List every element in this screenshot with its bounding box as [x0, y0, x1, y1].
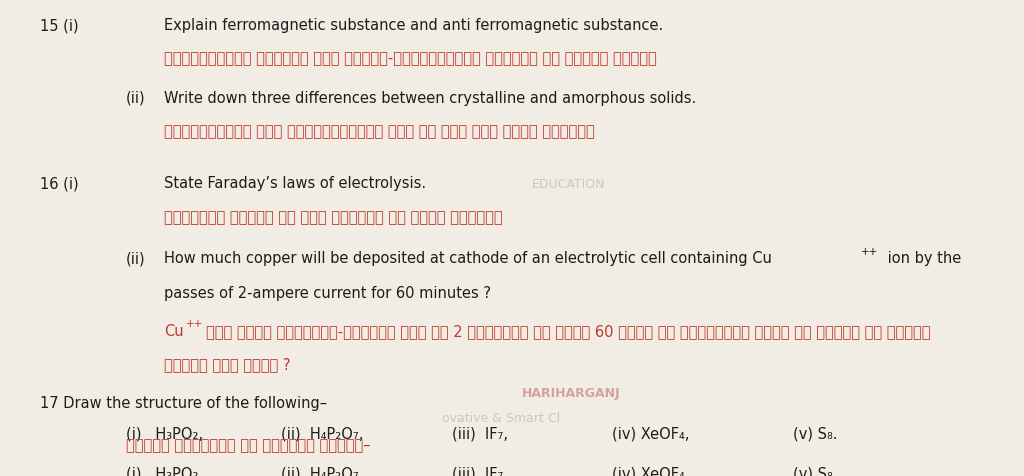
Text: ion by the: ion by the: [884, 251, 962, 266]
Text: (ii): (ii): [126, 251, 145, 266]
Text: ताँबा जमा होगा ?: ताँबा जमा होगा ?: [164, 357, 290, 372]
Text: Write down three differences between crystalline and amorphous solids.: Write down three differences between cry…: [164, 91, 696, 106]
Text: विद्युत अपघटन के लिए फैराडे का नियम लिखें।: विद्युत अपघटन के लिए फैराडे का नियम लिखे…: [164, 210, 503, 225]
Text: (ii): (ii): [126, 91, 145, 106]
Text: निम्न यौगिकों की संरचना बनाएँ–: निम्न यौगिकों की संरचना बनाएँ–: [126, 437, 371, 452]
Text: (i)   H₃PO₂,: (i) H₃PO₂,: [126, 466, 203, 476]
Text: (v) S₈.: (v) S₈.: [793, 426, 838, 441]
Text: (iii)  IF₇,: (iii) IF₇,: [452, 426, 508, 441]
Text: HARIHARGANJ: HARIHARGANJ: [522, 386, 621, 399]
Text: ++: ++: [186, 318, 203, 328]
Text: (iv) XeOF₄,: (iv) XeOF₄,: [612, 466, 690, 476]
Text: 15 (i): 15 (i): [40, 19, 79, 33]
Text: Cu: Cu: [164, 323, 183, 338]
Text: (iii)  IF₇,: (iii) IF₇,: [452, 466, 508, 476]
Text: (v) S₈.: (v) S₈.: [793, 466, 838, 476]
Text: लौहचुंवकीय पदार्थ तथा प्रति-लौहचुंवकीय पदार्थ का वर्णन करें।: लौहचुंवकीय पदार्थ तथा प्रति-लौहचुंवकीय प…: [164, 51, 656, 66]
Text: Explain ferromagnetic substance and anti ferromagnetic substance.: Explain ferromagnetic substance and anti…: [164, 19, 663, 33]
Text: (ii)  H₄P₂O₇,: (ii) H₄P₂O₇,: [282, 466, 364, 476]
Text: ovative & Smart Cl: ovative & Smart Cl: [441, 411, 560, 424]
Text: आयन वाले विद्युत-अपघटनी सेल से 2 एम्पीयर की धारा 60 मिनट तक प्रवाहित होने से कैथ: आयन वाले विद्युत-अपघटनी सेल से 2 एम्पीयर…: [206, 323, 931, 338]
Text: 17 Draw the structure of the following–: 17 Draw the structure of the following–: [40, 396, 328, 410]
Text: passes of 2-ampere current for 60 minutes ?: passes of 2-ampere current for 60 minute…: [164, 285, 490, 300]
Text: (ii)  H₄P₂O₇,: (ii) H₄P₂O₇,: [282, 426, 364, 441]
Text: ++: ++: [861, 247, 879, 256]
Text: State Faraday’s laws of electrolysis.: State Faraday’s laws of electrolysis.: [164, 176, 426, 190]
Text: (i)   H₃PO₂,: (i) H₃PO₂,: [126, 426, 203, 441]
Text: 16 (i): 16 (i): [40, 176, 79, 190]
Text: EDUCATION: EDUCATION: [532, 178, 605, 190]
Text: How much copper will be deposited at cathode of an electrolytic cell containing : How much copper will be deposited at cat…: [164, 251, 772, 266]
Text: (iv) XeOF₄,: (iv) XeOF₄,: [612, 426, 690, 441]
Text: क्रिस्टलीय एवं अक्रिस्टलीय ठोस के बीच तीन अंतर लिखें।: क्रिस्टलीय एवं अक्रिस्टलीय ठोस के बीच ती…: [164, 124, 595, 139]
